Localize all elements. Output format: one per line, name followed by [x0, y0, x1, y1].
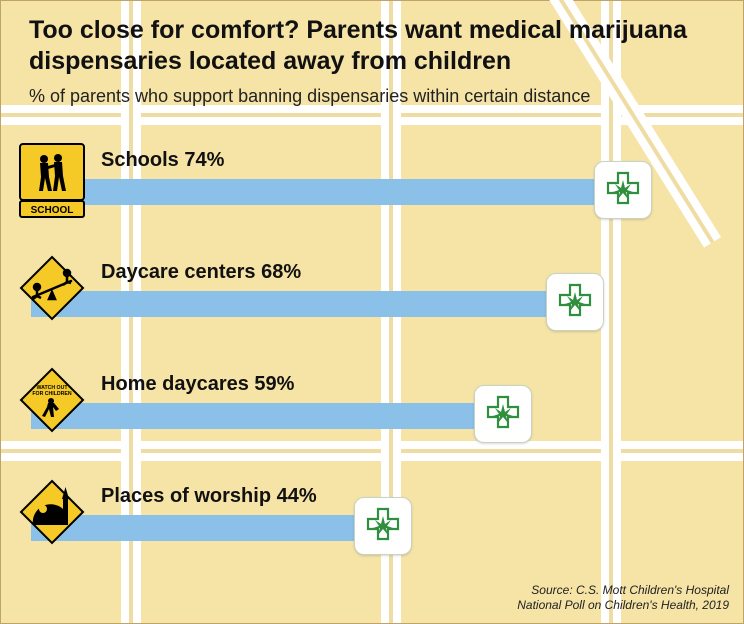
header: Too close for comfort? Parents want medi… — [29, 15, 715, 107]
chart-title: Too close for comfort? Parents want medi… — [29, 15, 715, 78]
dispensary-icon — [546, 273, 604, 331]
bar-fill — [31, 179, 623, 205]
bar-rows: Schools 74% SCHOOL Daycare centers 68% — [1, 141, 743, 589]
svg-text:FOR CHILDREN: FOR CHILDREN — [32, 391, 71, 397]
bar-label: Places of worship 44% — [101, 485, 317, 508]
chart-subtitle: % of parents who support banning dispens… — [29, 86, 715, 107]
bar-row: Daycare centers 68% — [1, 253, 743, 361]
svg-text:SCHOOL: SCHOOL — [31, 205, 74, 216]
source-line-2: National Poll on Children's Health, 2019 — [517, 598, 729, 613]
bar-fill — [31, 403, 503, 429]
bar-row: Home daycares 59% WATCH OUT FOR CHILDREN — [1, 365, 743, 473]
dispensary-icon — [594, 161, 652, 219]
bar-label: Home daycares 59% — [101, 373, 294, 396]
bar-label: Schools 74% — [101, 149, 224, 172]
bar-row: Schools 74% SCHOOL — [1, 141, 743, 249]
school-sign-icon: SCHOOL — [19, 143, 85, 209]
bar-row: Places of worship 44% — [1, 477, 743, 585]
source-attribution: Source: C.S. Mott Children's Hospital Na… — [517, 583, 729, 613]
infographic-canvas: Too close for comfort? Parents want medi… — [0, 0, 744, 624]
bar-fill — [31, 291, 575, 317]
dispensary-icon — [354, 497, 412, 555]
source-line-1: Source: C.S. Mott Children's Hospital — [517, 583, 729, 598]
dispensary-icon — [474, 385, 532, 443]
watchout-sign-icon: WATCH OUT FOR CHILDREN — [19, 367, 85, 433]
worship-sign-icon — [19, 479, 85, 545]
bar-label: Daycare centers 68% — [101, 261, 301, 284]
seesaw-sign-icon — [19, 255, 85, 321]
